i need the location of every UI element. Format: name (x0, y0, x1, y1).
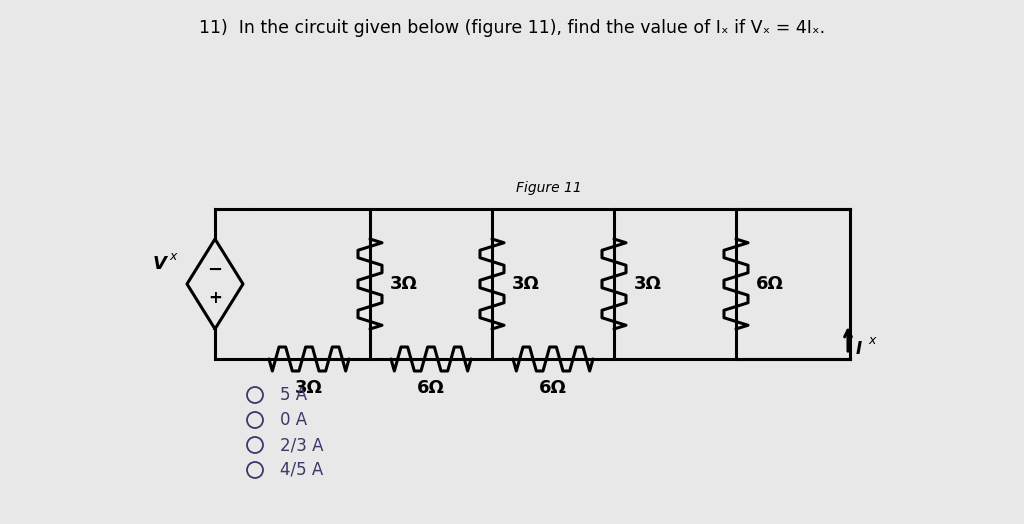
Text: +: + (208, 289, 222, 307)
Text: 6Ω: 6Ω (417, 379, 445, 397)
Text: x: x (868, 334, 876, 347)
Text: 2/3 A: 2/3 A (280, 436, 324, 454)
Text: 5 A: 5 A (280, 386, 307, 404)
Text: 0 A: 0 A (280, 411, 307, 429)
Text: I: I (856, 340, 862, 358)
Text: 3Ω: 3Ω (390, 275, 418, 293)
Text: 4/5 A: 4/5 A (280, 461, 324, 479)
Text: 3Ω: 3Ω (634, 275, 662, 293)
Text: −: − (208, 261, 222, 279)
Text: 3Ω: 3Ω (295, 379, 323, 397)
Text: 11)  In the circuit given below (figure 11), find the value of Iₓ if Vₓ = 4Iₓ.: 11) In the circuit given below (figure 1… (199, 19, 825, 37)
Text: Figure 11: Figure 11 (516, 181, 582, 195)
Text: 6Ω: 6Ω (756, 275, 784, 293)
Text: 6Ω: 6Ω (539, 379, 567, 397)
Text: V: V (153, 255, 167, 273)
Text: x: x (169, 249, 177, 263)
Text: 3Ω: 3Ω (512, 275, 540, 293)
